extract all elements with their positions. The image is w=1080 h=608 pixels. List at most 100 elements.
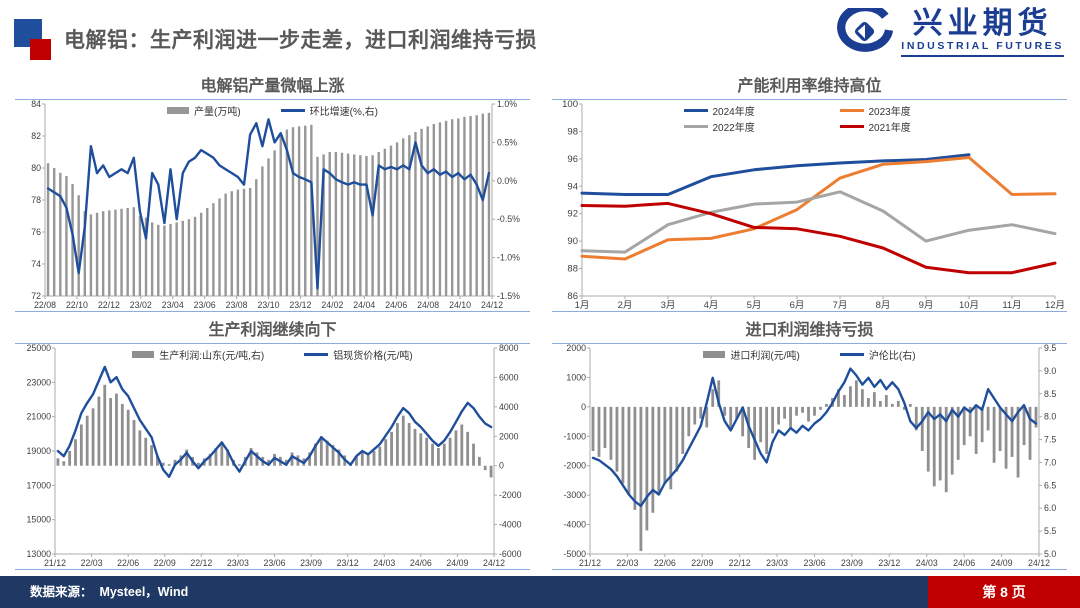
bar <box>920 406 924 451</box>
bar <box>639 406 643 552</box>
bar <box>472 443 475 466</box>
bar <box>377 152 380 296</box>
bar <box>285 129 289 296</box>
bar <box>950 406 954 475</box>
x-axis-tick-label: 23/06 <box>803 558 825 568</box>
x-axis-tick-label: 8月 <box>876 300 891 311</box>
bar <box>366 455 370 466</box>
x-axis-tick-label: 21/12 <box>579 558 601 568</box>
x-axis-tick-label: 5月 <box>747 300 762 311</box>
bar <box>359 155 362 296</box>
bar <box>819 406 822 410</box>
x-axis-tick-label: 23/04 <box>162 300 184 310</box>
x-axis-tick-label: 23/03 <box>227 558 249 568</box>
bar <box>968 406 972 437</box>
bar <box>197 462 200 466</box>
bar <box>290 452 294 466</box>
y-axis-left-tick-label: 15000 <box>27 515 52 525</box>
bar <box>103 384 107 466</box>
y-axis-right-tick-label: 8.0 <box>1044 412 1056 422</box>
bar <box>79 424 83 466</box>
bar <box>150 445 153 466</box>
chart-plot-output: 84 82 80 78 76 74 72 1.0% 0.5% 0.0% -0.5% -1.0% -1.5… <box>15 100 530 311</box>
bar <box>126 409 130 466</box>
bar <box>378 446 382 466</box>
bar <box>371 155 374 296</box>
bar <box>444 120 448 296</box>
divider-line <box>552 343 1067 344</box>
y-axis-left-tick-label: 74 <box>31 259 41 269</box>
bar <box>837 389 840 407</box>
bar <box>199 212 203 296</box>
footer-bar: 数据来源： Mysteel，Wind 第 8 页 <box>0 576 1080 608</box>
x-axis-tick-label: 2月 <box>618 300 633 311</box>
bar <box>1004 406 1008 469</box>
line-series-3 <box>580 201 1057 275</box>
bar <box>783 406 786 419</box>
x-axis-tick-label: 23/12 <box>337 558 359 568</box>
chart-plot-production-profit: 25000 23000 21000 19000 17000 15000 13000 8000 6… <box>15 344 530 569</box>
company-logo: 兴业期货 INDUSTRIAL FUTURES <box>837 8 1064 57</box>
bar <box>187 219 191 296</box>
bar <box>52 168 56 296</box>
y-axis-left-tick-label: 13000 <box>27 549 52 559</box>
y-axis-right-tick-label: 6000 <box>499 372 519 382</box>
bar <box>603 406 607 449</box>
y-axis-left-tick-label: -4000 <box>564 520 587 530</box>
x-axis-tick-label: 9月 <box>919 300 934 311</box>
x-axis-tick-label: 21/12 <box>44 558 66 568</box>
bar <box>157 224 160 296</box>
bar <box>431 443 434 466</box>
bar <box>615 406 619 472</box>
bar <box>169 224 172 296</box>
bar <box>395 142 399 296</box>
bar <box>163 225 166 296</box>
bar <box>432 124 436 296</box>
bar <box>489 465 493 478</box>
bar <box>657 406 661 496</box>
bar <box>389 145 393 296</box>
data-source-label: 数据来源： Mysteel，Wind <box>30 585 189 599</box>
bar <box>132 420 136 466</box>
bar <box>475 115 478 296</box>
bar <box>890 403 894 407</box>
bar <box>413 428 417 466</box>
logo-name-cn: 兴业期货 <box>912 7 1053 40</box>
chart-aluminum-output: 电解铝产量微幅上涨 84 82 80 78 76 74 72 1.0% 0.5% 0.0% -0.5… <box>15 77 530 312</box>
x-axis-tick-label: 24/12 <box>481 300 503 310</box>
bar <box>62 461 66 466</box>
y-axis-right-tick-label: -0.5% <box>497 214 520 224</box>
bar <box>717 380 721 407</box>
bar <box>346 153 350 296</box>
bar <box>59 172 62 296</box>
y-axis-left-tick-label: 23000 <box>27 377 52 387</box>
x-axis-tick-label: 24/10 <box>449 300 471 310</box>
bar-series <box>591 380 1038 552</box>
bar <box>237 464 241 466</box>
bar <box>729 406 733 431</box>
divider-line <box>15 311 530 312</box>
x-axis-tick-label: 24/09 <box>446 558 468 568</box>
bar <box>114 209 117 296</box>
bar <box>214 448 218 466</box>
x-axis-tick-label: 24/06 <box>385 300 407 310</box>
bar <box>167 464 171 466</box>
bar <box>126 208 129 296</box>
page-number-badge: 第 8 页 <box>928 576 1080 608</box>
bar <box>481 113 485 296</box>
x-axis-tick-label: 10月 <box>959 300 979 311</box>
bar <box>633 406 637 510</box>
bar <box>669 406 673 490</box>
bar <box>242 188 246 296</box>
bar <box>663 406 667 484</box>
y-axis-right-tick-label: 6.5 <box>1044 480 1056 490</box>
bar <box>138 430 142 466</box>
y-axis-left-tick-label: 19000 <box>27 446 52 456</box>
bar <box>855 380 858 407</box>
x-axis-tick-label: 22/09 <box>154 558 176 568</box>
bar <box>420 128 423 296</box>
y-axis-right-tick-label: 0 <box>499 461 504 471</box>
bar <box>267 459 271 466</box>
x-axis-tick-label: 24/04 <box>353 300 375 310</box>
y-axis-left-tick-label: 80 <box>31 163 41 173</box>
